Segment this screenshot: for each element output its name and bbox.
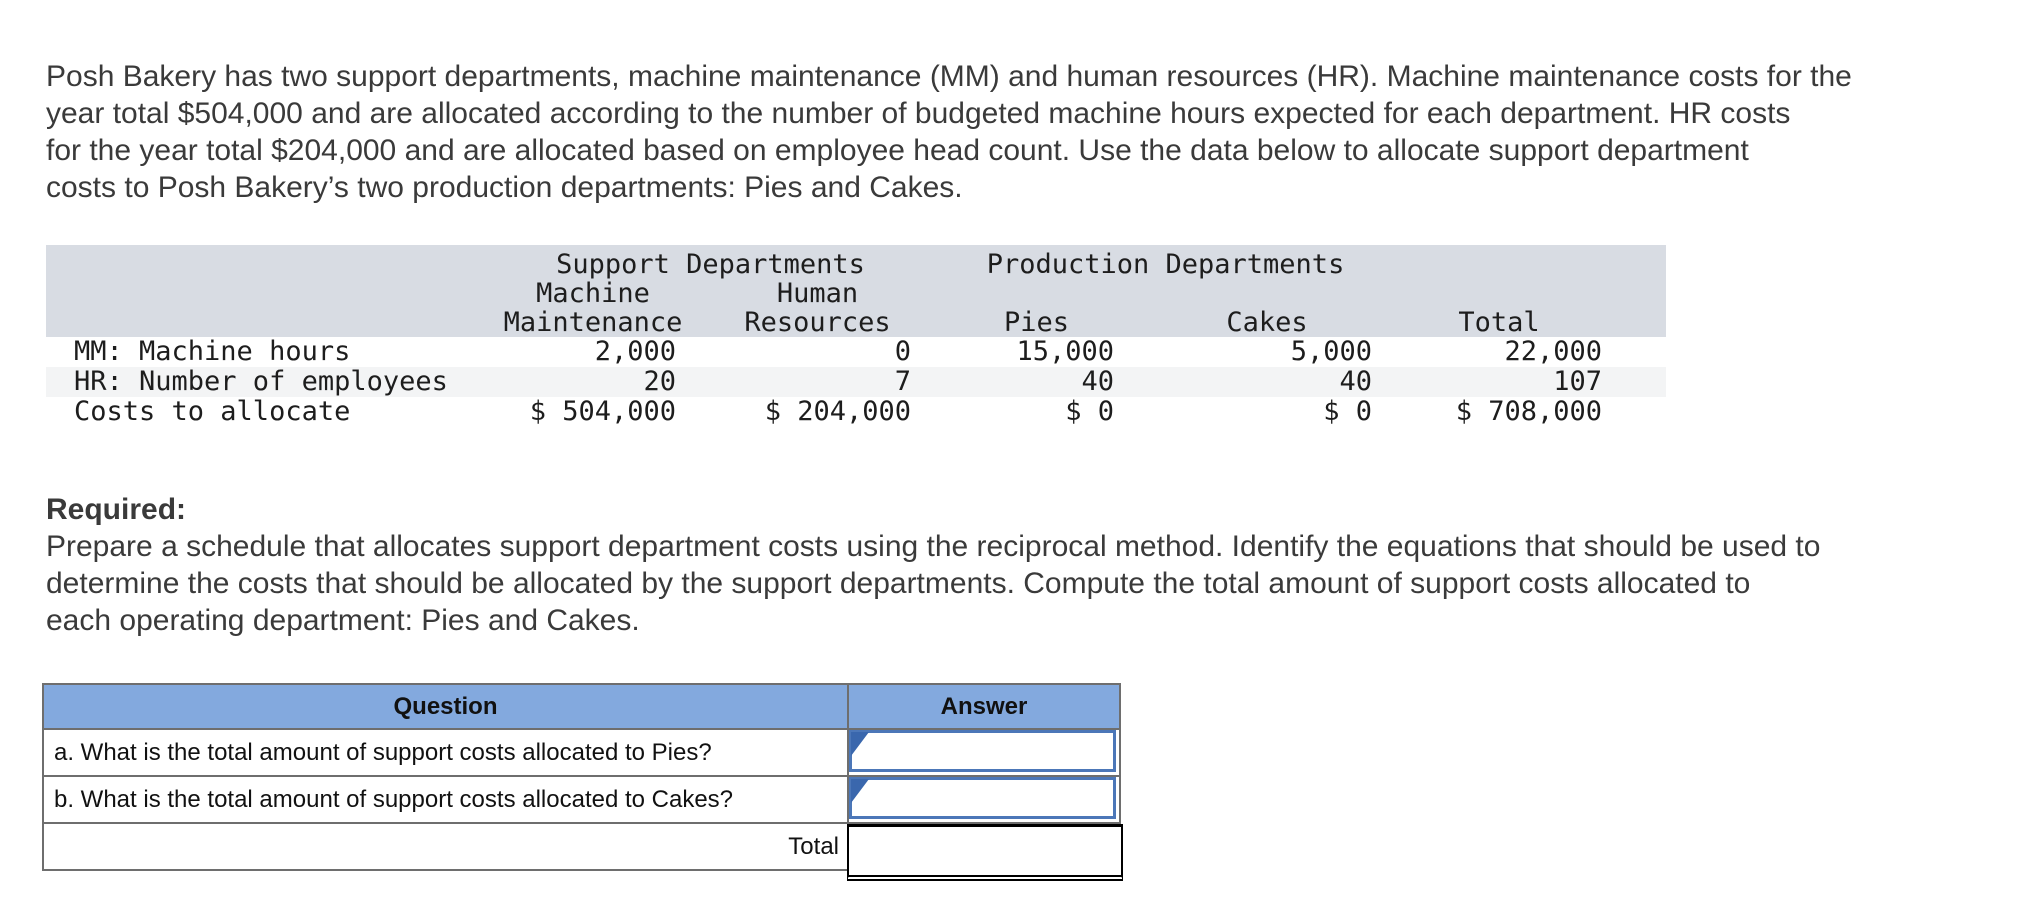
answer-b-cell [849,777,1119,824]
question-answer-table: Question Answer a. What is the total amo… [42,683,1123,881]
empty-header-cell [1138,279,1396,308]
problem-statement-line: for the year total $204,000 and are allo… [46,134,1749,167]
cell-pies: 15,000 [1016,336,1115,367]
cell-hr: 0 [894,336,912,367]
answer-b-input[interactable] [852,780,1113,816]
human-resources-column-header: Resources [744,307,891,338]
cell-pies: 40 [1081,366,1115,397]
answer-flag-icon [851,779,869,803]
required-text-line: determine the costs that should be alloc… [46,567,1751,600]
empty-header-cell [46,308,486,337]
table-row-costs: Costs to allocate $ 504,000 $ 204,000 $ … [46,397,1666,427]
human-resources-column-header: Human [776,278,859,309]
required-text-line: each operating department: Pies and Cake… [46,604,640,637]
required-section: Required: Prepare a schedule that alloca… [46,491,2031,639]
total-answer-cell [847,824,1123,881]
row-label: MM: Machine hours [74,336,351,367]
corner-cell [46,245,486,279]
production-departments-group-header: Production Departments [986,249,1345,280]
problem-statement: Posh Bakery has two support departments,… [46,58,2031,206]
cell-cakes: $ 0 [1323,396,1373,427]
cell-pies: $ 0 [1065,396,1115,427]
table-row-employees: HR: Number of employees 20 7 40 40 107 [46,366,1667,397]
total-column-header: Total [1458,307,1540,338]
answer-column-header: Answer [849,685,1119,730]
row-label: Costs to allocate [74,396,351,427]
cell-total: $ 708,000 [1455,396,1603,427]
cell-total: 22,000 [1504,336,1603,367]
problem-statement-line: year total $504,000 and are allocated ac… [46,97,1791,130]
problem-page: Posh Bakery has two support departments,… [42,58,2031,881]
answer-flag-icon [851,732,869,756]
pies-column-header: Pies [1004,307,1070,338]
cell-hr: 7 [894,366,912,397]
row-label: HR: Number of employees [74,366,448,397]
cakes-column-header: Cakes [1226,307,1308,338]
cell-mm: 20 [643,366,676,397]
answer-a-input[interactable] [852,733,1113,769]
machine-maintenance-column-header: Maintenance [503,307,683,338]
problem-statement-line: costs to Posh Bakery’s two production de… [46,171,963,204]
empty-header-cell [46,279,486,308]
question-b-text: b. What is the total amount of support c… [44,777,849,824]
answer-a-input-box [849,730,1116,772]
required-text-line: Prepare a schedule that allocates suppor… [46,530,1821,563]
support-departments-group-header: Support Departments [556,249,865,280]
empty-header-cell [935,279,1138,308]
cell-total: 107 [1553,366,1603,397]
empty-header-cell [1396,245,1666,279]
cell-cakes: 5,000 [1290,336,1373,367]
data-table-header: Support Departments Production Departmen… [46,245,1667,338]
answer-b-input-box [849,777,1116,819]
cell-mm: $ 504,000 [529,396,676,427]
question-column-header: Question [44,685,849,730]
empty-header-cell [1396,279,1666,308]
machine-maintenance-column-header: Machine [536,278,650,309]
table-row-machine-hours: MM: Machine hours 2,000 0 15,000 5,000 2… [46,337,1666,367]
answer-a-cell [849,730,1119,777]
required-heading: Required: [46,493,187,526]
cell-hr: $ 204,000 [764,396,912,427]
question-a-text: a. What is the total amount of support c… [44,730,849,777]
problem-statement-line: Posh Bakery has two support departments,… [46,60,1852,93]
cell-mm: 2,000 [594,336,676,367]
cell-cakes: 40 [1339,366,1373,397]
department-data-table: Support Departments Production Departmen… [46,245,2031,427]
total-label: Total [44,824,849,869]
